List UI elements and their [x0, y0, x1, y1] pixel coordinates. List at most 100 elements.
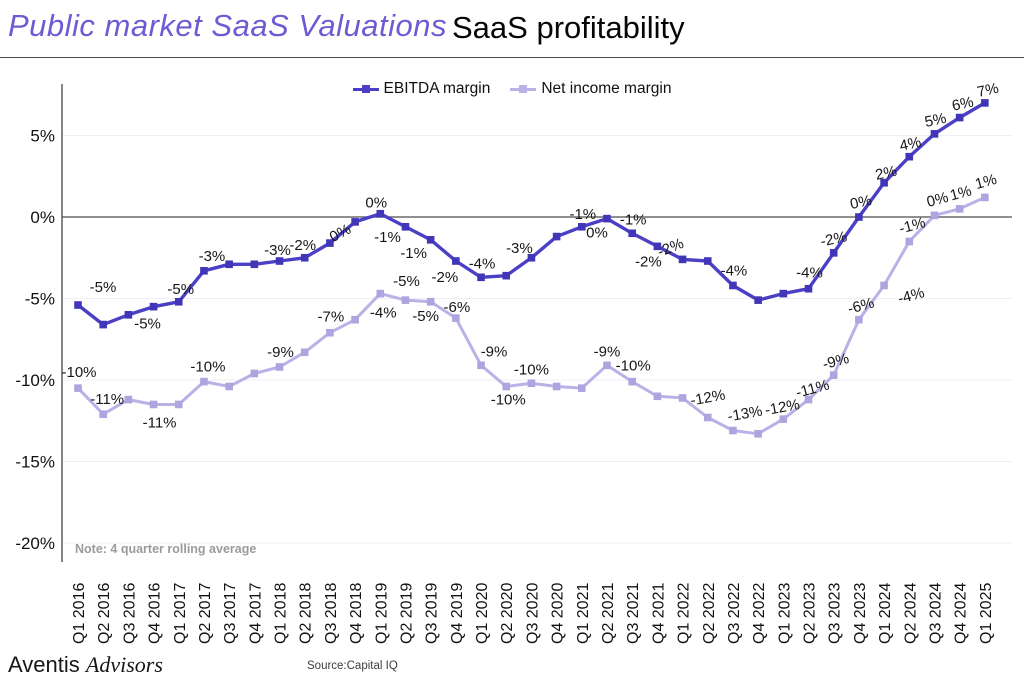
- source-credit: Source:Capital IQ: [307, 660, 398, 672]
- ebitda-data-label: -5%: [90, 279, 117, 296]
- x-axis-label: Q3 2019: [424, 583, 441, 644]
- net-income-data-point-marker: [678, 394, 687, 402]
- aventis-advisors-logo: Aventis Advisors: [8, 652, 163, 678]
- ebitda-data-point-marker: [779, 289, 788, 298]
- net-income-data-label: -6%: [444, 299, 471, 316]
- ebitda-legend-marker: [352, 84, 379, 94]
- net-income-data-point-marker: [174, 400, 183, 409]
- net-income-data-label: -10%: [616, 358, 651, 375]
- y-axis-label: -20%: [15, 534, 55, 553]
- net-income-data-label: -9%: [267, 344, 294, 361]
- ebitda-data-label: 0%: [586, 225, 608, 242]
- ebitda-data-point-marker: [552, 232, 561, 241]
- ebitda-data-label: -1%: [400, 245, 427, 262]
- brand-regular: Aventis: [8, 652, 80, 677]
- x-axis-label: Q1 2018: [273, 583, 290, 644]
- net-income-data-label: -4%: [896, 284, 926, 307]
- ebitda-data-label: -4%: [469, 255, 496, 272]
- x-axis-label: Q3 2020: [524, 583, 541, 644]
- ebitda-data-label: 6%: [950, 93, 975, 114]
- ebitda-data-point-marker: [99, 320, 107, 329]
- ebitda-data-point-marker: [426, 236, 435, 244]
- ebitda-data-point-marker: [628, 229, 636, 238]
- ebitda-data-point-marker: [603, 214, 611, 223]
- x-axis-label: Q2 2020: [499, 583, 516, 644]
- net-income-data-label: -9%: [481, 343, 508, 360]
- ebitda-line: [76, 101, 986, 327]
- report-series-title: Public market SaaS Valuations: [8, 8, 447, 43]
- legend-label-net-income: Net income margin: [541, 80, 672, 97]
- net-income-data-point-marker: [225, 382, 233, 391]
- x-axis-label: Q1 2022: [676, 583, 693, 644]
- legend-item-ebitda: EBITDA margin: [352, 80, 490, 98]
- ebitda-data-label: -1%: [569, 206, 596, 223]
- ebitda-data-point-marker: [930, 130, 939, 138]
- net-income-data-label: -10%: [491, 392, 526, 409]
- ebitda-data-point-marker: [477, 273, 485, 282]
- x-axis-label: Q1 2023: [776, 583, 793, 644]
- net-income-data-point-marker: [351, 315, 359, 324]
- x-axis-label: Q3 2022: [726, 583, 743, 644]
- ebitda-data-point-marker: [578, 222, 586, 231]
- ebitda-data-point-marker: [829, 249, 838, 257]
- net-income-data-label: -12%: [689, 387, 726, 410]
- x-axis-label: Q1 2025: [978, 583, 995, 644]
- x-axis-label: Q3 2023: [827, 583, 844, 644]
- x-axis-label: Q1 2019: [373, 583, 390, 644]
- legend-item-net-income: Net income margin: [510, 80, 671, 98]
- y-axis-label: -15%: [15, 453, 55, 472]
- ebitda-data-point-marker: [225, 260, 233, 269]
- ebitda-data-point-marker: [527, 253, 536, 262]
- x-axis-label: Q4 2020: [550, 583, 567, 644]
- net-income-data-point-marker: [703, 413, 712, 422]
- ebitda-data-point-marker: [326, 239, 334, 247]
- chart-title: SaaS profitability: [452, 10, 685, 45]
- ebitda-data-point-marker: [653, 242, 662, 251]
- ebitda-data-label: -2%: [819, 228, 849, 250]
- ebitda-data-point-marker: [275, 257, 284, 265]
- ebitda-data-point-marker: [250, 260, 259, 269]
- ebitda-data-label: -4%: [721, 262, 748, 279]
- net-income-data-point-marker: [578, 384, 586, 392]
- net-income-data-point-marker: [552, 382, 561, 391]
- profitability-line-chart: 5% 0% -5% -10% -15% -20% Q1 2016 Q2 2016 Q3 2016…: [15, 80, 1012, 644]
- net-income-data-point-marker: [99, 410, 107, 419]
- ebitda-data-point-marker: [401, 222, 410, 231]
- ebitda-data-label: -5%: [134, 316, 161, 333]
- x-axis-label: Q4 2018: [348, 583, 365, 644]
- net-income-data-point-marker: [200, 377, 208, 386]
- net-income-data-point-marker: [124, 395, 133, 404]
- x-axis-label: Q3 2024: [927, 583, 944, 644]
- x-axis-label: Q1 2024: [877, 583, 894, 644]
- chart-note: Note: 4 quarter rolling average: [75, 542, 257, 556]
- ebitda-data-point-marker: [376, 209, 385, 218]
- net-income-data-point-marker: [804, 395, 813, 404]
- net-income-data-point-marker: [855, 315, 863, 324]
- net-income-data-label: -13%: [726, 403, 763, 426]
- ebitda-data-point-marker: [452, 257, 460, 265]
- ebitda-data-point-marker: [955, 113, 964, 122]
- ebitda-data-label: -5%: [167, 281, 194, 298]
- y-axis-label: 5%: [30, 127, 55, 146]
- chart-legend: EBITDA margin Net income margin: [0, 80, 1024, 98]
- net-income-data-point-marker: [628, 377, 636, 386]
- net-income-data-label: -10%: [190, 359, 225, 376]
- net-income-data-point-marker: [955, 205, 964, 213]
- x-axis-label: Q3 2021: [625, 583, 642, 644]
- net-income-legend-marker: [510, 84, 537, 94]
- x-axis-label: Q2 2017: [197, 583, 214, 644]
- x-axis-label: Q2 2016: [96, 583, 113, 644]
- net-income-data-label: -9%: [821, 350, 851, 373]
- x-axis-label: Q1 2020: [474, 583, 491, 644]
- net-income-data-point-marker: [376, 289, 385, 298]
- net-income-data-point-marker: [74, 384, 82, 392]
- ebitda-data-point-marker: [124, 311, 133, 319]
- x-axis-label: Q1 2021: [575, 583, 592, 644]
- net-income-data-label: -12%: [764, 396, 801, 419]
- x-axis-label: Q4 2021: [650, 583, 667, 644]
- net-income-data-point-marker: [779, 415, 788, 423]
- ebitda-data-point-marker: [502, 271, 511, 280]
- net-income-data-point-marker: [401, 296, 410, 304]
- ebitda-data-label: -2%: [635, 253, 662, 270]
